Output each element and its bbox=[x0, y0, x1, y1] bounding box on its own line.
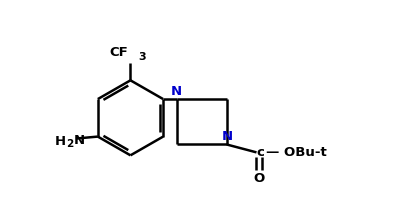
Text: — OBu-t: — OBu-t bbox=[266, 146, 327, 159]
Text: CF: CF bbox=[110, 46, 128, 59]
Text: N: N bbox=[73, 134, 85, 147]
Text: N: N bbox=[171, 85, 182, 98]
Text: 3: 3 bbox=[138, 51, 146, 62]
Text: N: N bbox=[222, 130, 233, 143]
Text: O: O bbox=[254, 172, 265, 185]
Text: 2: 2 bbox=[66, 139, 73, 149]
Text: c: c bbox=[256, 146, 264, 159]
Text: H: H bbox=[55, 135, 66, 148]
